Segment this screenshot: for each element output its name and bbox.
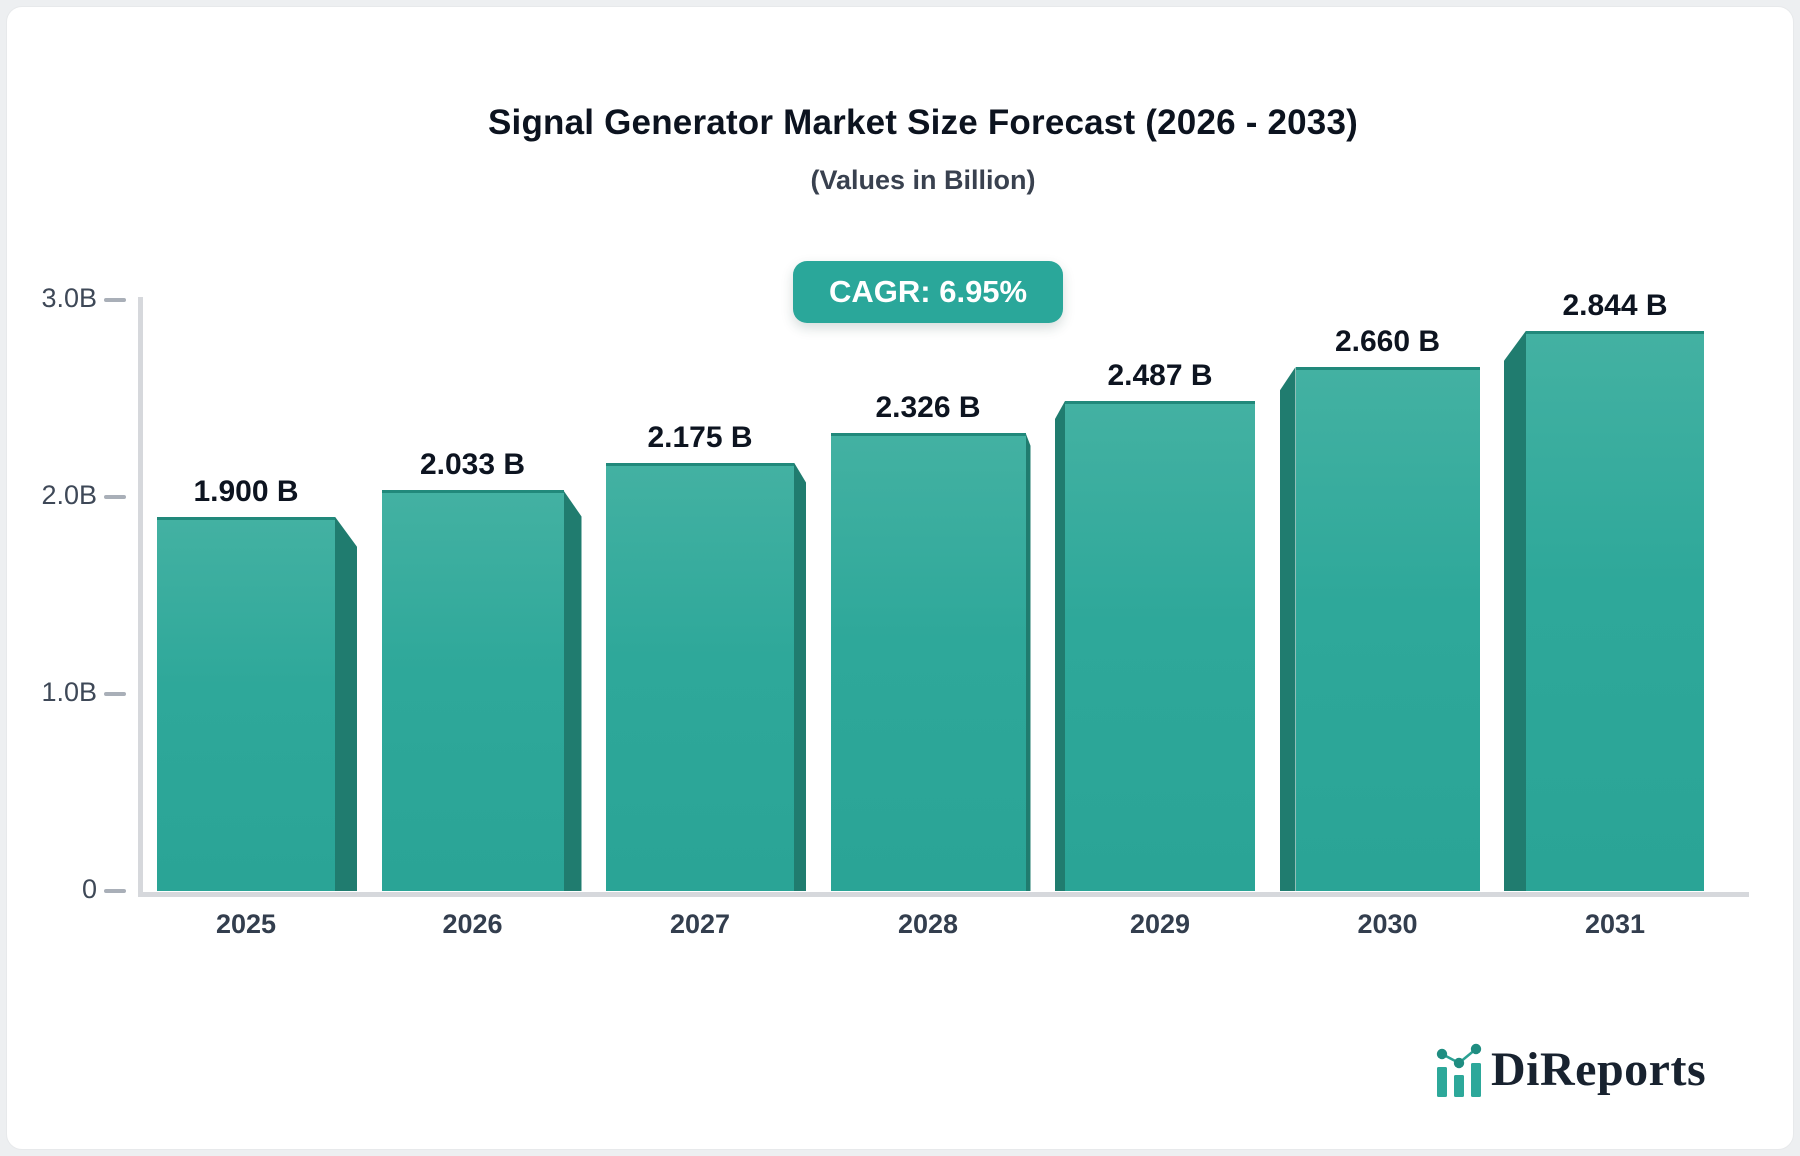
bar-2026[interactable]	[381, 490, 564, 891]
chart-card: Signal Generator Market Size Forecast (2…	[6, 6, 1794, 1150]
y-tick	[104, 692, 126, 696]
x-axis-label: 2030	[1357, 909, 1418, 939]
bar-value-label: 2.033 B	[419, 448, 526, 482]
direports-logo-icon	[1435, 1039, 1485, 1097]
x-axis-label: 2029	[1129, 909, 1191, 939]
bar-side-face	[1279, 366, 1296, 891]
bar-value-label: 2.844 B	[1562, 288, 1668, 322]
x-axis-label: 2027	[669, 909, 731, 939]
bar-line-chart-icon	[1436, 1043, 1482, 1097]
bar-value-label: 2.175 B	[647, 420, 753, 454]
direports-logo-text: DiReports	[1491, 1043, 1707, 1097]
x-axis-label: 2028	[897, 909, 959, 939]
bar-side-face	[335, 516, 357, 891]
cagr-badge: CAGR: 6.95%	[793, 261, 1064, 323]
bar-2025[interactable]	[157, 516, 335, 891]
bar-value-label: 2.487 B	[1107, 359, 1213, 393]
y-tick-label: 2.0B	[41, 480, 97, 510]
x-axis-label: 2025	[215, 909, 277, 939]
bar-2028[interactable]	[830, 432, 1026, 891]
x-axis-label: 2026	[442, 909, 503, 939]
bar-side-face	[794, 462, 806, 891]
bar-2027[interactable]	[606, 462, 794, 891]
bar-2029[interactable]	[1065, 401, 1255, 891]
y-tick-label: 0	[81, 874, 97, 904]
y-tick	[104, 889, 126, 893]
x-axis-line	[138, 892, 1749, 897]
y-tick	[104, 298, 126, 302]
chart-title: Signal Generator Market Size Forecast (2…	[487, 103, 1358, 142]
chart-subtitle: (Values in Billion)	[810, 165, 1036, 195]
bar-2030[interactable]	[1295, 366, 1480, 891]
bar-2031[interactable]	[1526, 330, 1704, 891]
bar-side-face	[1025, 432, 1031, 891]
y-tick-label: 1.0B	[41, 677, 97, 707]
y-tick	[104, 495, 126, 499]
bar-side-face	[1504, 330, 1526, 891]
bar-value-label: 1.900 B	[193, 474, 299, 508]
bar-value-label: 2.660 B	[1334, 324, 1441, 358]
direports-logo[interactable]: DiReports	[1435, 1039, 1706, 1097]
y-tick-label: 3.0B	[41, 283, 97, 313]
y-axis-line	[138, 297, 143, 897]
bar-value-label: 2.326 B	[875, 390, 981, 424]
bar-side-face	[563, 490, 582, 891]
bar-side-face	[1055, 401, 1065, 891]
x-axis-label: 2031	[1584, 909, 1646, 939]
